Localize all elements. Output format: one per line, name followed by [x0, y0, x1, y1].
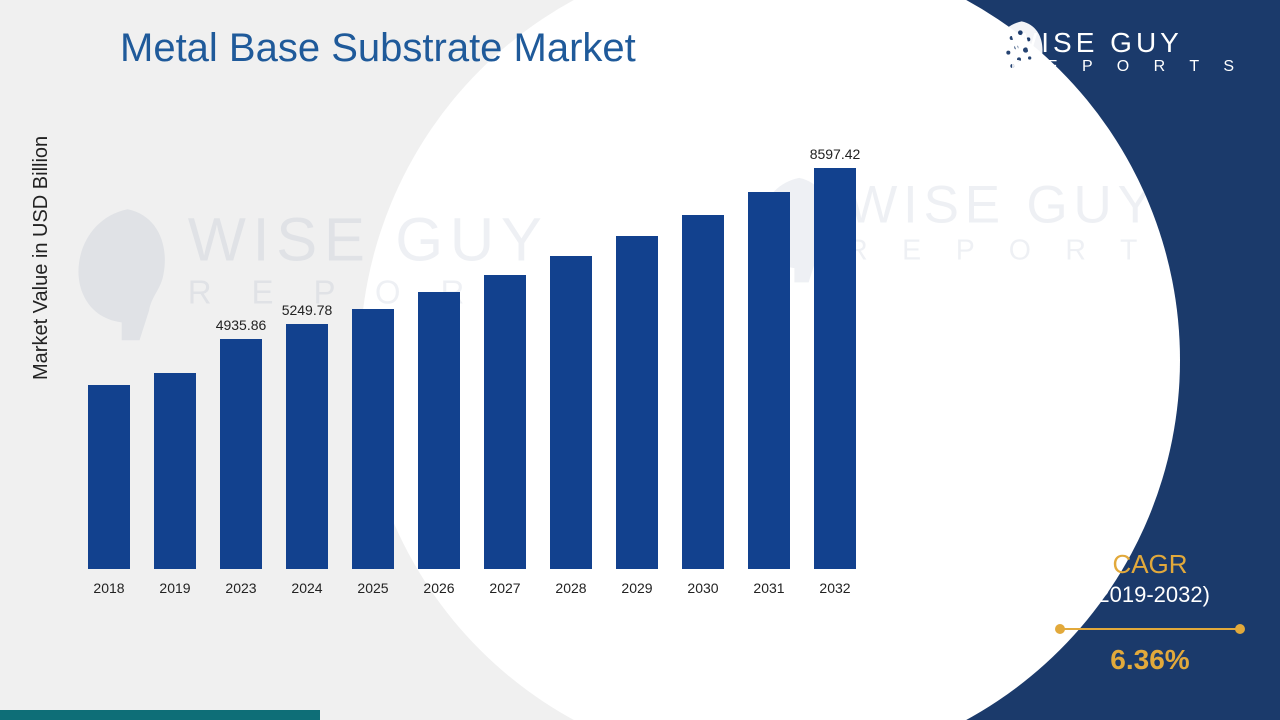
cagr-block: CAGR (2019-2032) 6.36%: [1020, 549, 1280, 676]
x-tick-label: 2031: [739, 580, 799, 596]
x-tick-label: 2030: [673, 580, 733, 596]
x-tick-label: 2024: [277, 580, 337, 596]
cagr-divider: [1060, 628, 1240, 630]
x-tick-label: 2025: [343, 580, 403, 596]
bar: [220, 339, 262, 569]
bar-chart: 4935.865249.788597.42 2018 2019 2023 2024 20…: [80, 150, 880, 610]
x-tick-label: 2027: [475, 580, 535, 596]
x-tick-label: 2018: [79, 580, 139, 596]
bar: [88, 385, 130, 569]
bar: [550, 256, 592, 569]
bar: [418, 292, 460, 569]
logo-line1: WISE GUY: [1011, 28, 1244, 57]
x-tick-label: 2032: [805, 580, 865, 596]
bottom-accent-bar: [0, 710, 320, 720]
x-tick-label: 2023: [211, 580, 271, 596]
bar: [748, 192, 790, 569]
cagr-label: CAGR: [1020, 549, 1280, 580]
plot-area: 4935.865249.788597.42: [80, 150, 880, 570]
chart-title: Metal Base Substrate Market: [120, 26, 636, 71]
bar-value-label: 8597.42: [795, 146, 875, 162]
bar-value-label: 4935.86: [201, 317, 281, 333]
x-tick-label: 2019: [145, 580, 205, 596]
bar: [682, 215, 724, 569]
bar: [352, 309, 394, 569]
page-root: WISE GUY R E P O R T S WISE GUY R E P O …: [0, 0, 1280, 720]
bar: [154, 373, 196, 569]
cagr-value: 6.36%: [1020, 644, 1280, 676]
bar: [484, 275, 526, 569]
cagr-range: (2019-2032): [1020, 582, 1280, 608]
bar: [814, 168, 856, 569]
y-axis-label: Market Value in USD Billion: [30, 136, 53, 380]
x-tick-label: 2026: [409, 580, 469, 596]
bar-value-label: 5249.78: [267, 302, 347, 318]
x-tick-label: 2028: [541, 580, 601, 596]
brand-logo: WISE GUY R E P O R T S: [1011, 28, 1244, 76]
logo-line2: R E P O R T S: [1011, 59, 1244, 76]
x-tick-label: 2029: [607, 580, 667, 596]
bar: [616, 236, 658, 569]
bar: [286, 324, 328, 569]
